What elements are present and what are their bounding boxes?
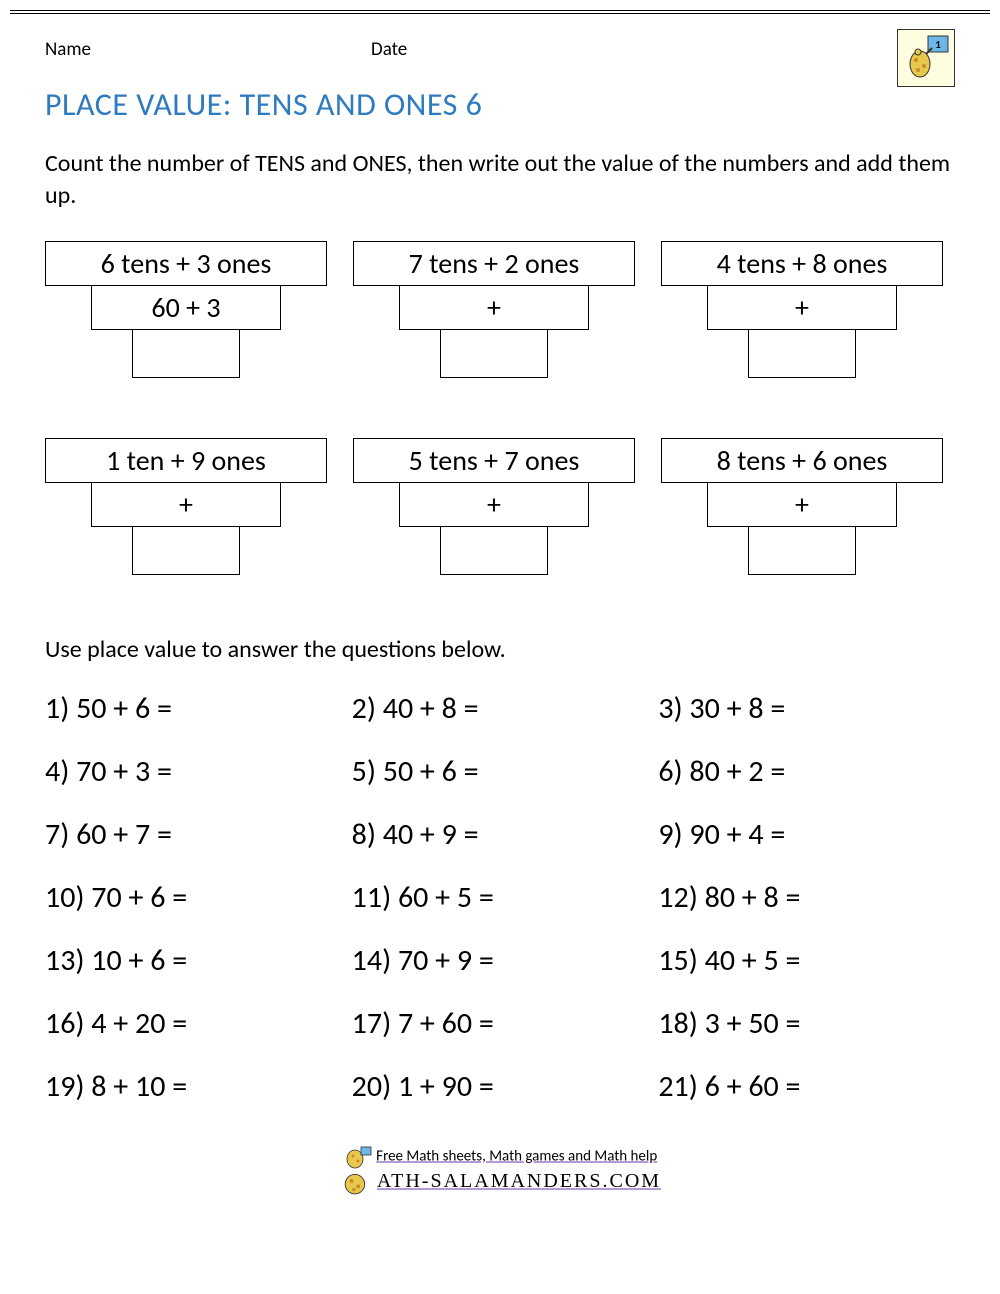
pv-box: 5 tens + 7 ones + (353, 438, 635, 575)
pv-prompt: 7 tens + 2 ones (353, 241, 635, 286)
pv-prompt: 4 tens + 8 ones (661, 241, 943, 286)
problem-item: 20) 1 + 90 = (352, 1068, 649, 1105)
problem-item: 13) 10 + 6 = (45, 942, 342, 979)
problem-item: 17) 7 + 60 = (352, 1005, 649, 1042)
problem-item: 9) 90 + 4 = (658, 816, 955, 853)
header: Name Date 1 (45, 34, 955, 61)
problem-item: 15) 40 + 5 = (658, 942, 955, 979)
brand-logo: 1 (897, 29, 955, 87)
pv-box: 4 tens + 8 ones + (661, 241, 943, 378)
problems-grid: 1) 50 + 6 = 2) 40 + 8 = 3) 30 + 8 = 4) 7… (45, 690, 955, 1105)
name-label: Name (45, 38, 91, 61)
pv-box: 8 tens + 6 ones + (661, 438, 943, 575)
pv-answer-box[interactable] (132, 527, 240, 575)
svg-text:1: 1 (935, 38, 941, 51)
problem-item: 5) 50 + 6 = (352, 753, 649, 790)
pv-prompt: 5 tens + 7 ones (353, 438, 635, 483)
pv-answer-box[interactable] (440, 527, 548, 575)
problem-item: 8) 40 + 9 = (352, 816, 649, 853)
pv-answer-box[interactable] (748, 527, 856, 575)
problem-item: 1) 50 + 6 = (45, 690, 342, 727)
pv-expanded: + (399, 286, 589, 330)
problem-item: 14) 70 + 9 = (352, 942, 649, 979)
place-value-boxes: 6 tens + 3 ones 60 + 3 7 tens + 2 ones +… (45, 241, 955, 575)
problem-item: 16) 4 + 20 = (45, 1005, 342, 1042)
problem-item: 21) 6 + 60 = (658, 1068, 955, 1105)
problem-item: 3) 30 + 8 = (658, 690, 955, 727)
problem-item: 19) 8 + 10 = (45, 1068, 342, 1105)
section-2-instructions: Use place value to answer the questions … (45, 635, 955, 664)
pv-answer-box[interactable] (748, 330, 856, 378)
instructions-text: Count the number of TENS and ONES, then … (45, 148, 955, 213)
pv-expanded: + (399, 483, 589, 527)
footer-logo-icon (343, 1145, 373, 1169)
pv-box: 6 tens + 3 ones 60 + 3 (45, 241, 327, 378)
pv-expanded: + (707, 286, 897, 330)
problem-item: 7) 60 + 7 = (45, 816, 342, 853)
pv-expanded: 60 + 3 (91, 286, 281, 330)
footer-tagline: Free Math sheets, Math games and Math he… (376, 1147, 657, 1165)
pv-answer-box[interactable] (440, 330, 548, 378)
problem-item: 11) 60 + 5 = (352, 879, 649, 916)
pv-prompt: 1 ten + 9 ones (45, 438, 327, 483)
pv-answer-box[interactable] (132, 330, 240, 378)
worksheet-title: PLACE VALUE: TENS AND ONES 6 (45, 85, 955, 124)
problem-item: 4) 70 + 3 = (45, 753, 342, 790)
date-label: Date (371, 38, 407, 61)
problem-item: 12) 80 + 8 = (658, 879, 955, 916)
problem-item: 10) 70 + 6 = (45, 879, 342, 916)
problem-item: 18) 3 + 50 = (658, 1005, 955, 1042)
problem-item: 6) 80 + 2 = (658, 753, 955, 790)
pv-prompt: 8 tens + 6 ones (661, 438, 943, 483)
pv-box: 1 ten + 9 ones + (45, 438, 327, 575)
footer-brand: ATH-SALAMANDERS.COM (339, 1169, 661, 1195)
problem-item: 2) 40 + 8 = (352, 690, 649, 727)
pv-expanded: + (707, 483, 897, 527)
footer: Free Math sheets, Math games and Math he… (45, 1145, 955, 1200)
pv-box: 7 tens + 2 ones + (353, 241, 635, 378)
pv-prompt: 6 tens + 3 ones (45, 241, 327, 286)
worksheet-page: Name Date 1 PLACE VALUE: TENS AND ONES 6… (0, 14, 1000, 1210)
pv-expanded: + (91, 483, 281, 527)
